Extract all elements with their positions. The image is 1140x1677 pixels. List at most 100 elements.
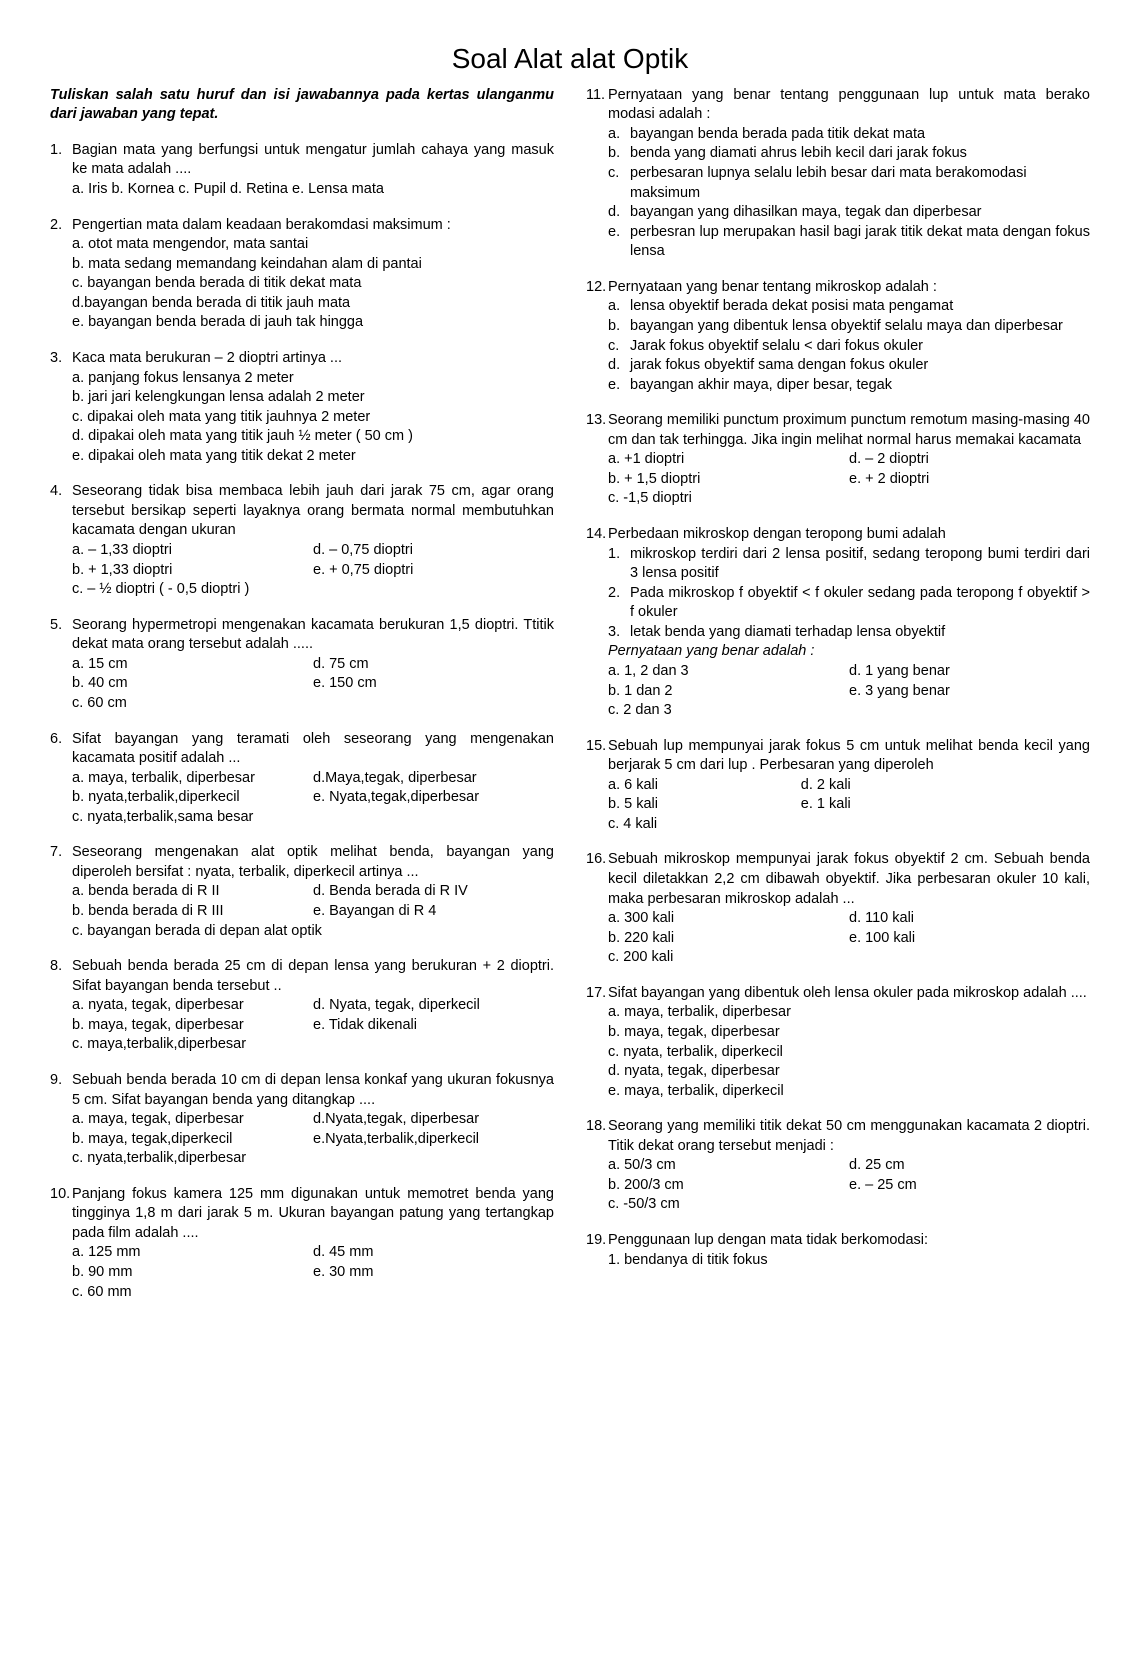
qnum: 3.: [50, 349, 72, 466]
qtext: Panjang fokus kamera 125 mm digunakan un…: [72, 1185, 554, 1244]
opt-lbl: c.: [608, 164, 630, 203]
opt-e: e. + 2 dioptri: [849, 470, 1090, 490]
opt-c: c. bayangan benda berada di titik dekat …: [72, 274, 554, 294]
opt-d: d. Nyata, tegak, diperkecil: [313, 996, 554, 1016]
opt-lbl: c.: [608, 337, 630, 357]
opt-c: c. 200 kali: [608, 948, 1090, 968]
qtext: Sebuah benda berada 10 cm di depan lensa…: [72, 1071, 554, 1110]
qnum: 10.: [50, 1185, 72, 1302]
qnum: 16.: [586, 850, 608, 967]
opt-lbl: b.: [608, 317, 630, 337]
qtext: Seorang hypermetropi mengenakan kacamata…: [72, 616, 554, 655]
columns: Tuliskan salah satu huruf dan isi jawaba…: [50, 86, 1090, 1318]
q17: 17. Sifat bayangan yang dibentuk oleh le…: [586, 984, 1090, 1101]
qnum: 5.: [50, 616, 72, 714]
opt-e: e. 30 mm: [313, 1263, 554, 1283]
stmt-lbl: 1.: [608, 545, 630, 584]
qtext: Penggunaan lup dengan mata tidak berkomo…: [608, 1231, 1090, 1251]
opt-d: d. 45 mm: [313, 1243, 554, 1263]
qtext: Sebuah mikroskop mempunyai jarak fokus o…: [608, 850, 1090, 909]
opt-b: b. 40 cm: [72, 674, 313, 694]
opt-a: a. maya, tegak, diperbesar: [72, 1110, 313, 1130]
instruction: Tuliskan salah satu huruf dan isi jawaba…: [50, 86, 554, 125]
opt-b: b. maya, tegak, diperbesar: [608, 1023, 1090, 1043]
q3: 3. Kaca mata berukuran – 2 dioptri artin…: [50, 349, 554, 466]
opt-b: b. 1 dan 2: [608, 682, 849, 702]
opt-c: c. maya,terbalik,diperbesar: [72, 1035, 554, 1055]
opt-e: e. maya, terbalik, diperkecil: [608, 1082, 1090, 1102]
qtext: Kaca mata berukuran – 2 dioptri artinya …: [72, 349, 554, 369]
qnum: 9.: [50, 1071, 72, 1169]
opt-c: perbesaran lupnya selalu lebih besar dar…: [630, 164, 1090, 203]
opt-a: a. +1 dioptri: [608, 450, 849, 470]
qnum: 7.: [50, 843, 72, 941]
opt-e: e. 3 yang benar: [849, 682, 1090, 702]
opt-b: b. + 1,33 dioptri: [72, 561, 313, 581]
opt-b: b. jari jari kelengkungan lensa adalah 2…: [72, 388, 554, 408]
opt-e: bayangan akhir maya, diper besar, tegak: [630, 376, 892, 396]
q9: 9. Sebuah benda berada 10 cm di depan le…: [50, 1071, 554, 1169]
stmt-1: mikroskop terdiri dari 2 lensa positif, …: [630, 545, 1090, 584]
opt-b: bayangan yang dibentuk lensa obyektif se…: [630, 317, 1063, 337]
opt-d: d.bayangan benda berada di titik jauh ma…: [72, 294, 554, 314]
opt-e: e. 100 kali: [849, 929, 1090, 949]
opt-a: a. otot mata mengendor, mata santai: [72, 235, 554, 255]
opt-b: b. benda berada di R III: [72, 902, 313, 922]
qtext: Pengertian mata dalam keadaan berakomdas…: [72, 216, 554, 236]
opt-a: a. 125 mm: [72, 1243, 313, 1263]
qtext: Seorang memiliki punctum proximum punctu…: [608, 411, 1090, 450]
opt-lbl: a.: [608, 297, 630, 317]
qnum: 19.: [586, 1231, 608, 1270]
stmt-lbl: 3.: [608, 623, 630, 643]
opt-d: d. nyata, tegak, diperbesar: [608, 1062, 1090, 1082]
opt-a: a. 15 cm: [72, 655, 313, 675]
opt-c: c. 4 kali: [608, 815, 1090, 835]
opt-a: a. 300 kali: [608, 909, 849, 929]
opt-d: d.Nyata,tegak, diperbesar: [313, 1110, 554, 1130]
opt-e: e. Bayangan di R 4: [313, 902, 554, 922]
opt-d: d. 110 kali: [849, 909, 1090, 929]
qnum: 4.: [50, 482, 72, 599]
opt-lbl: e.: [608, 223, 630, 262]
opt-d: jarak fokus obyektif sama dengan fokus o…: [630, 356, 928, 376]
opt-e: e. Nyata,tegak,diperbesar: [313, 788, 554, 808]
opt-c: c. nyata, terbalik, diperkecil: [608, 1043, 1090, 1063]
opt-d: d. dipakai oleh mata yang titik jauh ½ m…: [72, 427, 554, 447]
opt-a: a. – 1,33 dioptri: [72, 541, 313, 561]
q19: 19. Penggunaan lup dengan mata tidak ber…: [586, 1231, 1090, 1270]
opt-a: a. 1, 2 dan 3: [608, 662, 849, 682]
page-title: Soal Alat alat Optik: [50, 40, 1090, 78]
qnum: 14.: [586, 525, 608, 721]
qtext: Pernyataan yang benar tentang penggunaan…: [608, 86, 1090, 125]
opt-c: c. dipakai oleh mata yang titik jauhnya …: [72, 408, 554, 428]
qopts: a. Iris b. Kornea c. Pupil d. Retina e. …: [72, 180, 554, 200]
qtext: Seorang yang memiliki titik dekat 50 cm …: [608, 1117, 1090, 1156]
opt-d: d. Benda berada di R IV: [313, 882, 554, 902]
stmt-lbl: 2.: [608, 584, 630, 623]
qnum: 15.: [586, 737, 608, 835]
qtext: Sebuah lup mempunyai jarak fokus 5 cm un…: [608, 737, 1090, 776]
opt-d: d. 1 yang benar: [849, 662, 1090, 682]
opt-e: e. dipakai oleh mata yang titik dekat 2 …: [72, 447, 554, 467]
opt-lbl: d.: [608, 356, 630, 376]
stmt-prompt: Pernyataan yang benar adalah :: [608, 642, 1090, 662]
opt-e: e. 1 kali: [801, 795, 1090, 815]
qnum: 11.: [586, 86, 608, 262]
q5: 5. Seorang hypermetropi mengenakan kacam…: [50, 616, 554, 714]
right-column: 11. Pernyataan yang benar tentang penggu…: [586, 86, 1090, 1318]
opt-a: a. maya, terbalik, diperbesar: [608, 1003, 1090, 1023]
opt-a: a. 6 kali: [608, 776, 801, 796]
q11: 11. Pernyataan yang benar tentang penggu…: [586, 86, 1090, 262]
opt-e: e. Tidak dikenali: [313, 1016, 554, 1036]
qnum: 13.: [586, 411, 608, 509]
opt-d: d. 75 cm: [313, 655, 554, 675]
opt-d: d. 25 cm: [849, 1156, 1090, 1176]
opt-e: e.Nyata,terbalik,diperkecil: [313, 1130, 554, 1150]
opt-c: c. -50/3 cm: [608, 1195, 1090, 1215]
opt-e: e. + 0,75 dioptri: [313, 561, 554, 581]
stmt-3: letak benda yang diamati terhadap lensa …: [630, 623, 945, 643]
opt-e: e. 150 cm: [313, 674, 554, 694]
opt-d: d. – 2 dioptri: [849, 450, 1090, 470]
opt-b: b. maya, tegak, diperbesar: [72, 1016, 313, 1036]
opt-a: a. nyata, tegak, diperbesar: [72, 996, 313, 1016]
